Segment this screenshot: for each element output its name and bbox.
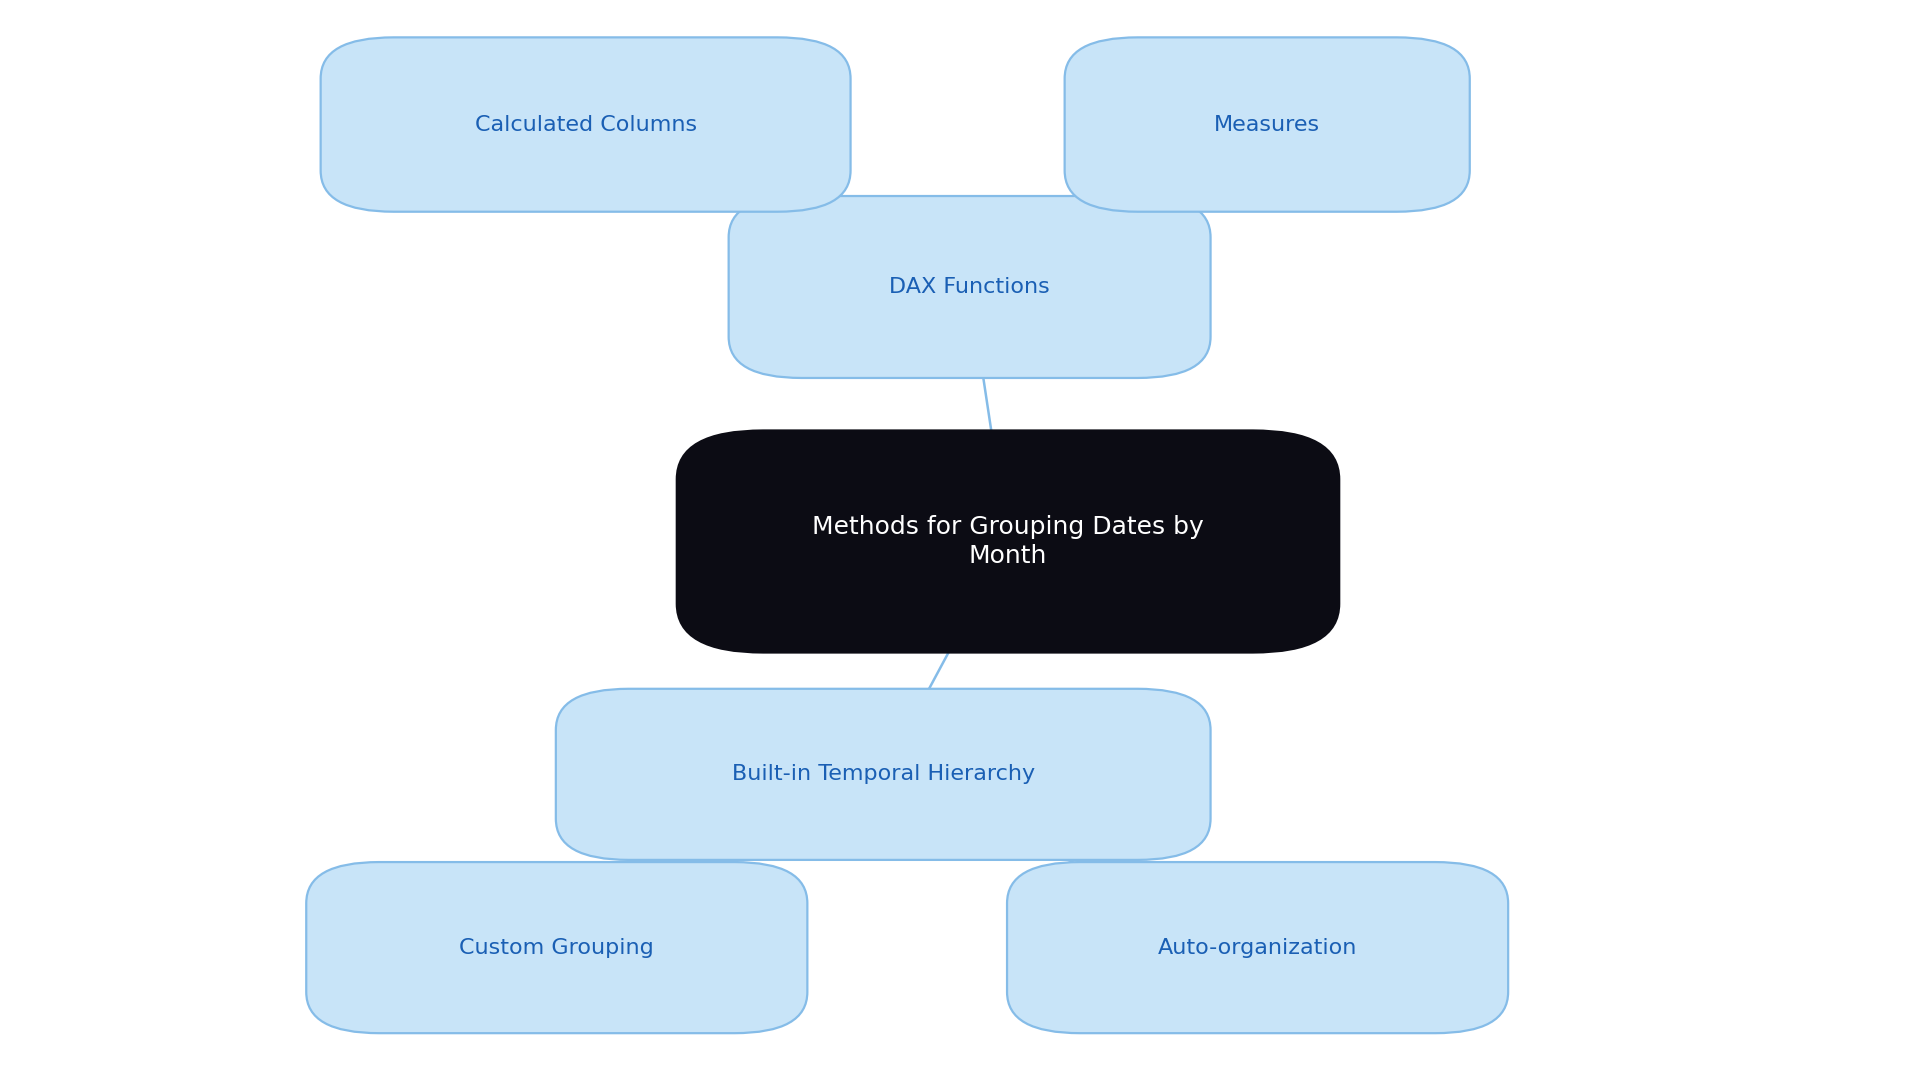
Text: Auto-organization: Auto-organization — [1158, 938, 1357, 957]
FancyBboxPatch shape — [730, 196, 1212, 378]
Text: Methods for Grouping Dates by
Month: Methods for Grouping Dates by Month — [812, 514, 1204, 569]
FancyBboxPatch shape — [1064, 37, 1471, 212]
FancyBboxPatch shape — [1006, 862, 1507, 1033]
FancyBboxPatch shape — [678, 430, 1340, 652]
Text: Calculated Columns: Calculated Columns — [474, 115, 697, 134]
FancyBboxPatch shape — [305, 862, 806, 1033]
Text: Measures: Measures — [1213, 115, 1321, 134]
FancyBboxPatch shape — [557, 689, 1212, 860]
FancyBboxPatch shape — [321, 37, 851, 212]
Text: Custom Grouping: Custom Grouping — [459, 938, 655, 957]
Text: DAX Functions: DAX Functions — [889, 277, 1050, 297]
Text: Built-in Temporal Hierarchy: Built-in Temporal Hierarchy — [732, 765, 1035, 784]
